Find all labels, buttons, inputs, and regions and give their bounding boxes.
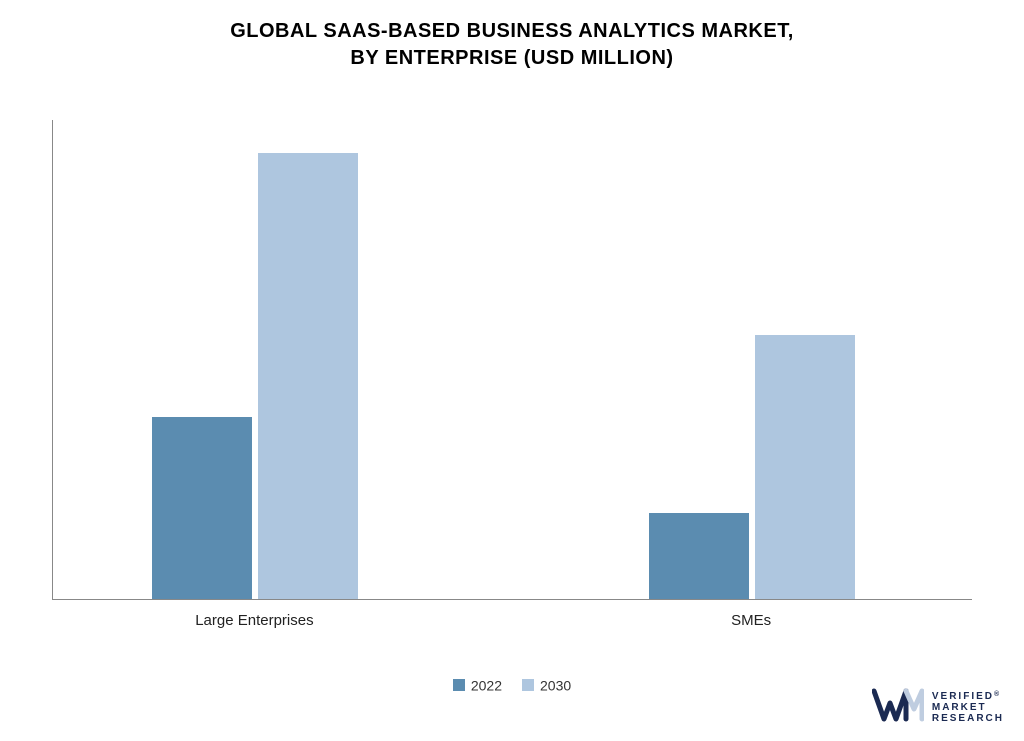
bar bbox=[755, 335, 855, 599]
legend-label: 2022 bbox=[471, 677, 502, 693]
legend-item: 2022 bbox=[453, 676, 502, 693]
legend-swatch bbox=[522, 679, 534, 691]
vm-logo-icon bbox=[872, 687, 924, 727]
chart-title-line1: GLOBAL SAAS-BASED BUSINESS ANALYTICS MAR… bbox=[40, 18, 984, 45]
chart-container: GLOBAL SAAS-BASED BUSINESS ANALYTICS MAR… bbox=[0, 0, 1024, 741]
brand-line2: MARKET bbox=[932, 702, 987, 713]
legend-swatch bbox=[453, 679, 465, 691]
brand-text: VERIFIED® MARKET RESEARCH bbox=[932, 691, 1004, 724]
legend-item: 2030 bbox=[522, 676, 571, 693]
legend-label: 2030 bbox=[540, 677, 571, 693]
chart-title: GLOBAL SAAS-BASED BUSINESS ANALYTICS MAR… bbox=[40, 18, 984, 72]
x-axis-label: Large Enterprises bbox=[195, 612, 313, 629]
legend: 2022 2030 bbox=[40, 676, 984, 694]
bar bbox=[649, 513, 749, 599]
x-axis: Large Enterprises SMEs bbox=[52, 612, 972, 636]
bar-group bbox=[152, 153, 358, 599]
brand-line3: RESEARCH bbox=[932, 713, 1004, 724]
brand-logo: VERIFIED® MARKET RESEARCH bbox=[872, 687, 1004, 727]
chart-title-line2: BY ENTERPRISE (USD MILLION) bbox=[40, 45, 984, 72]
registered-mark: ® bbox=[994, 691, 999, 698]
plot-area bbox=[52, 120, 972, 600]
bar bbox=[152, 417, 252, 599]
bar-group bbox=[649, 335, 855, 599]
brand-line1: VERIFIED bbox=[932, 691, 994, 702]
bar bbox=[258, 153, 358, 599]
x-axis-label: SMEs bbox=[731, 612, 771, 629]
